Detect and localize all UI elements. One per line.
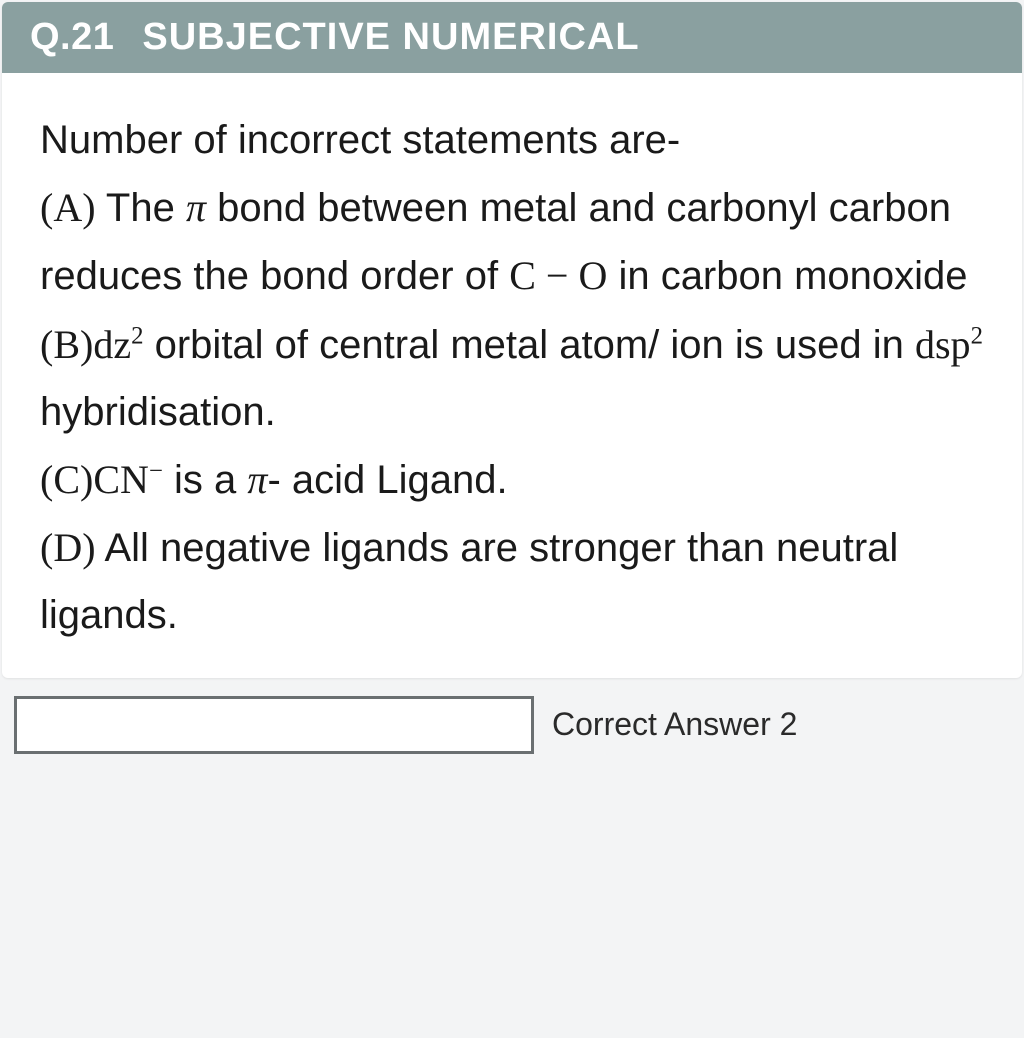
option-text: orbital of central metal atom/ ion is us…	[144, 323, 915, 367]
orbital-dsp: dsp	[915, 322, 971, 367]
question-number: Q.21	[30, 16, 114, 59]
option-text: in carbon monoxide	[607, 254, 967, 298]
formula-cn: CN	[93, 457, 149, 502]
option-text: hybridisation.	[40, 390, 276, 434]
pi-symbol: π	[247, 457, 267, 502]
question-type: SUBJECTIVE NUMERICAL	[142, 16, 639, 59]
option-text: All negative ligands are stronger than n…	[40, 526, 898, 637]
option-c: (C)CN− is a π- acid Ligand.	[40, 446, 984, 514]
question-header: Q.21 SUBJECTIVE NUMERICAL	[2, 2, 1022, 73]
option-d: (D) All negative ligands are stronger th…	[40, 514, 984, 649]
superscript: 2	[131, 322, 143, 349]
option-letter: (A)	[40, 185, 96, 230]
formula-co: C − O	[509, 253, 607, 298]
option-b: (B)dz2 orbital of central metal atom/ io…	[40, 311, 984, 446]
option-letter: (B)	[40, 322, 93, 367]
option-letter: (D)	[40, 525, 96, 570]
option-text: is a	[163, 458, 247, 502]
pi-symbol: π	[186, 185, 206, 230]
question-stem: Number of incorrect statements are-	[40, 107, 984, 174]
question-body: Number of incorrect statements are- (A) …	[2, 73, 1022, 678]
superscript: 2	[971, 322, 983, 349]
option-text: The	[96, 186, 186, 230]
correct-answer-label: Correct Answer 2	[552, 706, 797, 743]
option-a: (A) The π bond between metal and carbony…	[40, 174, 984, 310]
answer-row: Correct Answer 2	[14, 696, 1024, 754]
option-letter: (C)	[40, 457, 93, 502]
answer-input[interactable]	[14, 696, 534, 754]
question-card: Q.21 SUBJECTIVE NUMERICAL Number of inco…	[2, 2, 1022, 678]
orbital-dz: dz	[93, 322, 131, 367]
option-text: - acid Ligand.	[267, 458, 507, 502]
superscript: −	[149, 458, 163, 485]
